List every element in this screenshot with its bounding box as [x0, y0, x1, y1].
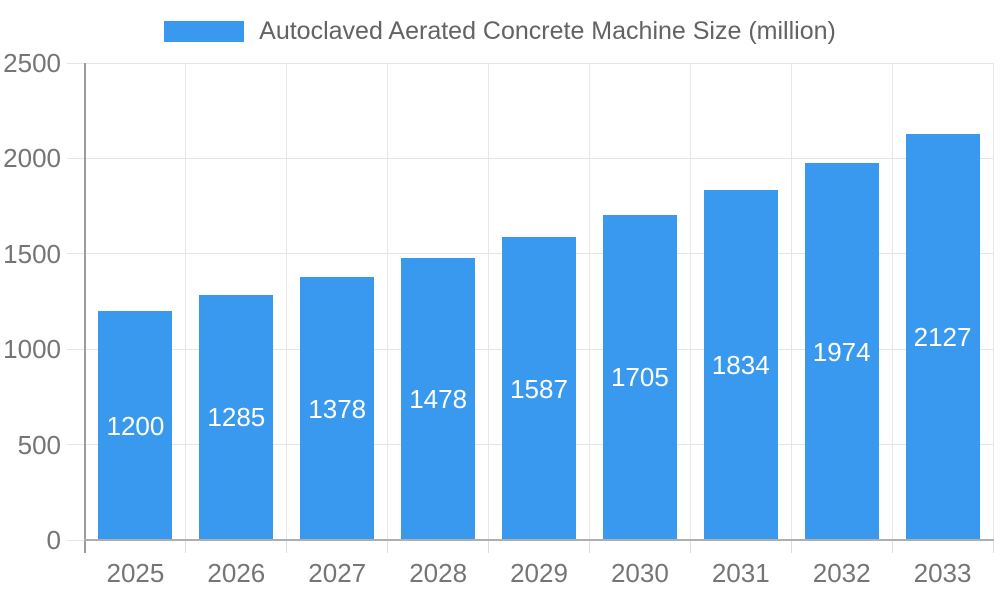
- bar[interactable]: 1834: [703, 190, 778, 540]
- x-axis-tick-label: 2030: [610, 558, 669, 588]
- x-axis-tick-label: 2025: [106, 558, 165, 588]
- x-axis-tick-label: 2031: [711, 558, 770, 588]
- bar-value-label: 1834: [711, 350, 770, 381]
- x-axis-line: [84, 539, 994, 541]
- y-axis-tick-label: 0: [46, 525, 61, 555]
- bar-value-label: 1974: [812, 336, 871, 367]
- y-gridline: [67, 62, 993, 64]
- x-axis-tick: [992, 540, 994, 553]
- x-axis-tick-label: 2026: [207, 558, 266, 588]
- bar[interactable]: 1200: [98, 311, 173, 540]
- x-gridline: [891, 63, 893, 540]
- legend-label: Autoclaved Aerated Concrete Machine Size…: [259, 17, 836, 45]
- bar[interactable]: 1974: [804, 163, 879, 540]
- x-gridline: [588, 63, 590, 540]
- bar[interactable]: 2127: [905, 134, 980, 540]
- x-axis-tick-label: 2029: [510, 558, 568, 588]
- x-gridline: [790, 63, 792, 540]
- x-axis-tick: [689, 540, 691, 553]
- x-axis-tick: [185, 540, 187, 553]
- bar[interactable]: 1705: [602, 214, 677, 540]
- x-axis-tick-label: 2028: [409, 558, 468, 588]
- y-axis-tick-label: 2000: [3, 143, 61, 174]
- x-gridline: [387, 63, 389, 540]
- x-gridline: [689, 63, 691, 540]
- y-axis-tick-label: 500: [17, 429, 61, 460]
- bar[interactable]: 1587: [502, 237, 576, 540]
- x-axis-tick: [387, 540, 389, 553]
- bar[interactable]: 1378: [300, 277, 375, 540]
- y-axis-line: [84, 63, 86, 553]
- x-axis-tick-label: 2033: [913, 558, 972, 588]
- legend-swatch-icon: [164, 20, 245, 42]
- x-gridline: [185, 63, 187, 540]
- bar-value-label: 1378: [308, 393, 367, 424]
- x-axis-tick: [588, 540, 590, 553]
- x-axis-tick-label: 2027: [308, 558, 367, 588]
- x-gridline: [286, 63, 288, 540]
- bar-value-label: 1200: [106, 410, 165, 441]
- bar[interactable]: 1285: [199, 294, 274, 540]
- x-axis-tick: [488, 540, 490, 553]
- x-axis-tick-label: 2032: [812, 558, 871, 588]
- y-gridline: [67, 157, 993, 159]
- x-gridline: [992, 63, 994, 540]
- bar[interactable]: 1478: [401, 257, 476, 540]
- y-axis-tick-label: 1000: [3, 334, 61, 365]
- bar-value-label: 1285: [207, 402, 266, 433]
- y-axis-tick-label: 2500: [3, 48, 61, 78]
- x-axis-tick: [286, 540, 288, 553]
- bar-value-label: 1705: [610, 362, 669, 393]
- bar-value-label: 1587: [510, 373, 568, 404]
- y-axis-tick-label: 1500: [3, 238, 61, 269]
- x-axis-tick: [790, 540, 792, 553]
- x-gridline: [488, 63, 490, 540]
- chart-legend[interactable]: Autoclaved Aerated Concrete Machine Size…: [0, 18, 1000, 44]
- x-axis-tick: [891, 540, 893, 553]
- bar-value-label: 1478: [409, 383, 468, 414]
- bar-value-label: 2127: [913, 322, 972, 353]
